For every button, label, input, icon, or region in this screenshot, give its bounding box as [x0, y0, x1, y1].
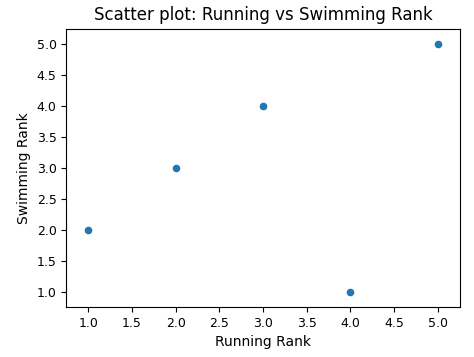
Title: Scatter plot: Running vs Swimming Rank: Scatter plot: Running vs Swimming Rank [94, 6, 432, 24]
Point [172, 165, 180, 171]
X-axis label: Running Rank: Running Rank [215, 335, 311, 349]
Point [84, 227, 92, 232]
Point [259, 103, 267, 109]
Y-axis label: Swimming Rank: Swimming Rank [17, 112, 31, 224]
Point [434, 41, 442, 47]
Point [346, 289, 354, 295]
